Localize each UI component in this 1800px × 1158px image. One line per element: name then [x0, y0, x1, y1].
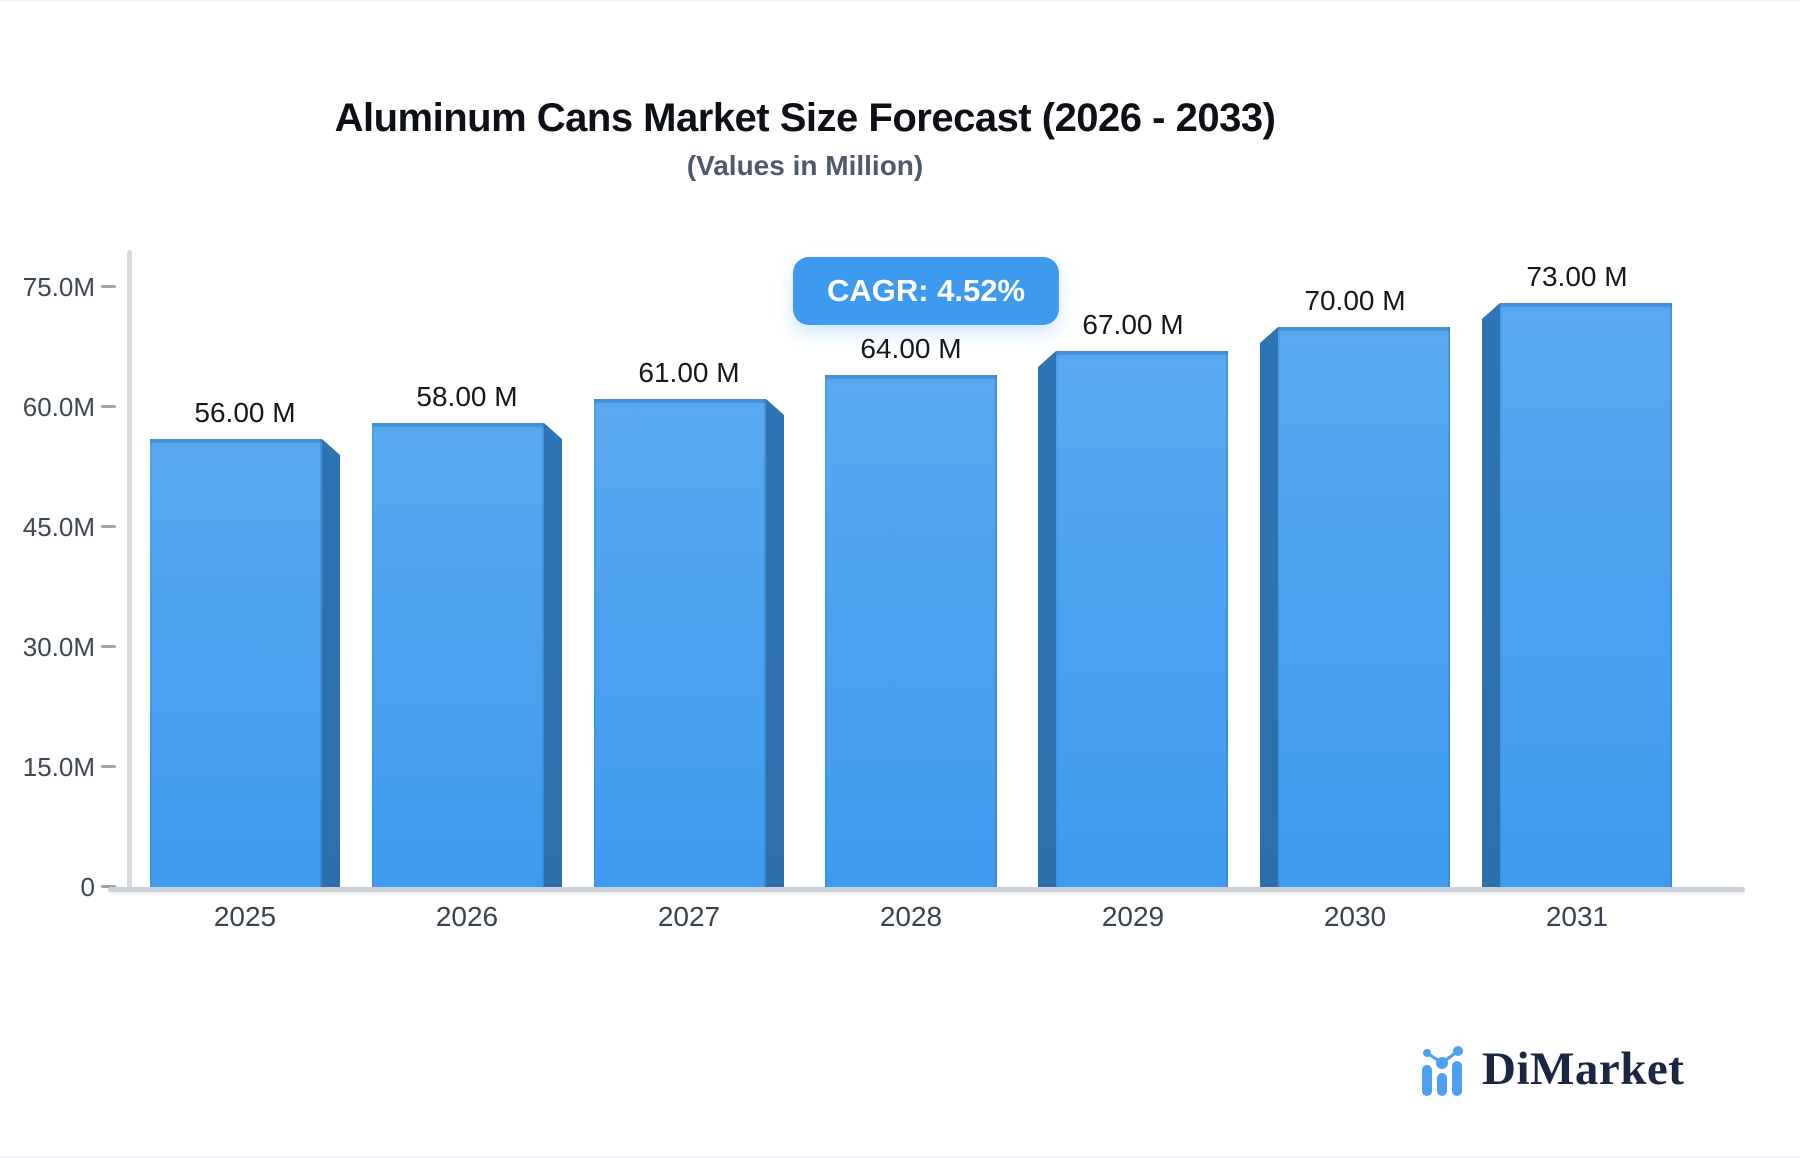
chart-subtitle: (Values in Million) [686, 150, 924, 181]
x-axis-label-2030: 2030 [1323, 901, 1387, 932]
y-axis-line [127, 250, 132, 890]
bar-value-label-2027: 61.00 M [638, 357, 740, 388]
brand-name: DiMarket [1482, 1043, 1685, 1095]
y-axis-tick [101, 645, 116, 648]
bar-2026-side-face [544, 423, 562, 887]
x-axis-label-2025: 2025 [213, 901, 277, 932]
dimarket-bars-logo-icon [1422, 1046, 1463, 1096]
cagr-badge: CAGR: 4.52% [792, 257, 1060, 325]
y-axis-label: 30.0M [22, 632, 95, 662]
y-axis-label: 15.0M [22, 752, 95, 782]
y-axis-tick [101, 285, 116, 288]
brand-logo: DiMarket [1420, 1042, 1684, 1096]
bar-2030-side-face [1260, 327, 1278, 887]
y-axis-label: 60.0M [22, 392, 95, 422]
bar-2029[interactable] [1056, 351, 1228, 887]
bar-2025-side-face [322, 439, 340, 887]
bar-2027-side-face [766, 399, 784, 887]
y-axis-tick [101, 765, 116, 768]
bar-2026[interactable] [372, 423, 544, 887]
y-axis-label: 75.0M [22, 272, 95, 302]
x-axis-label-2031: 2031 [1545, 901, 1609, 932]
y-axis-tick [101, 405, 116, 408]
bar-2025[interactable] [150, 439, 322, 887]
x-axis-line [108, 887, 1745, 892]
bar-2027[interactable] [594, 399, 766, 887]
x-axis-label-2026: 2026 [435, 901, 499, 932]
bar-value-label-2025: 56.00 M [194, 397, 296, 428]
bar-2029-side-face [1038, 351, 1056, 887]
y-axis-tick [101, 525, 116, 528]
chart-title: Aluminum Cans Market Size Forecast (2026… [334, 96, 1276, 140]
bar-value-label-2031: 73.00 M [1526, 261, 1628, 292]
bar-2030[interactable] [1278, 327, 1450, 887]
bar-2028[interactable] [825, 375, 997, 887]
y-axis-label: 0 [80, 872, 95, 902]
bar-2031-side-face [1482, 303, 1500, 887]
bar-value-label-2030: 70.00 M [1304, 285, 1406, 316]
bar-value-label-2026: 58.00 M [416, 381, 518, 412]
x-axis-label-2028: 2028 [879, 901, 943, 932]
x-axis-label-2027: 2027 [657, 901, 721, 932]
x-axis-label-2029: 2029 [1101, 901, 1165, 932]
y-axis-label: 45.0M [22, 512, 95, 542]
y-axis-tick [101, 885, 116, 888]
bar-2031[interactable] [1500, 303, 1672, 887]
bar-value-label-2028: 64.00 M [860, 333, 962, 364]
bar-value-label-2029: 67.00 M [1082, 309, 1184, 340]
